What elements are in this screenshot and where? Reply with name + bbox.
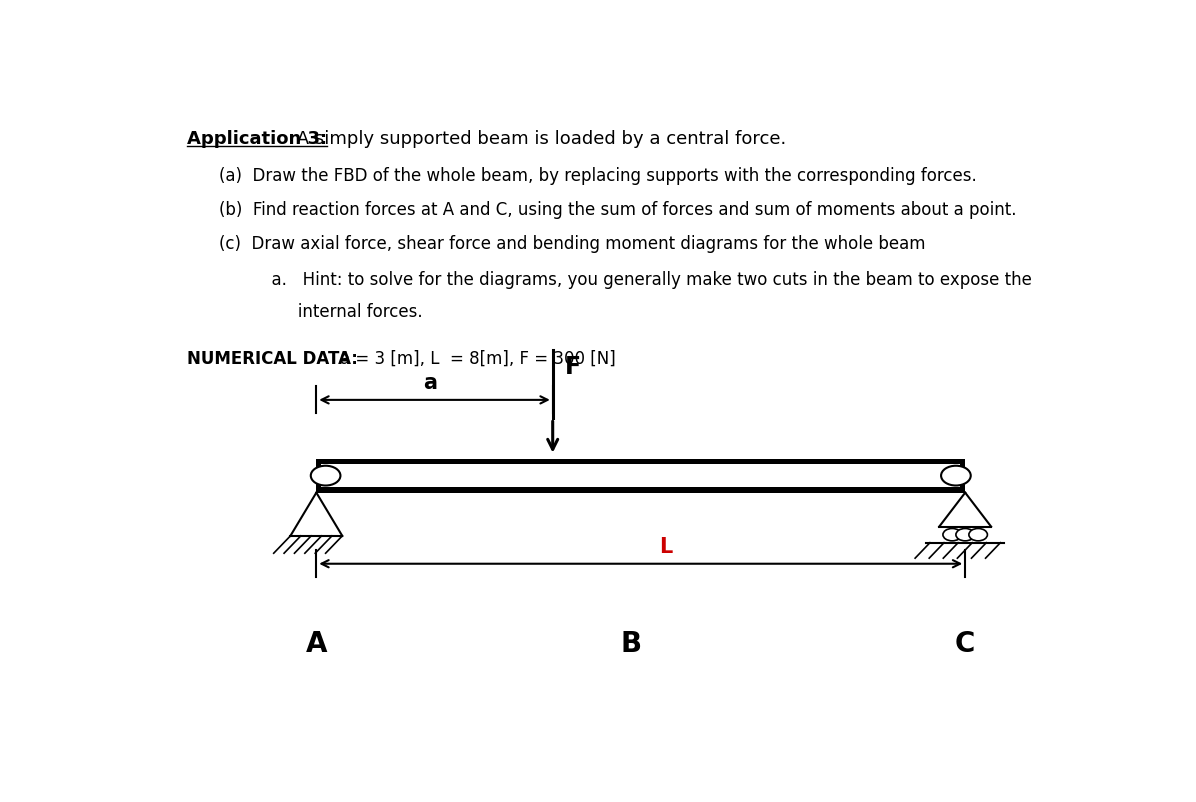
Text: F: F: [565, 354, 581, 378]
Text: A simply supported beam is loaded by a central force.: A simply supported beam is loaded by a c…: [292, 130, 787, 148]
Text: L: L: [659, 537, 672, 557]
Text: a = 3 [m], L  = 8[m], F = 300 [N]: a = 3 [m], L = 8[m], F = 300 [N]: [340, 350, 615, 367]
Text: A: A: [306, 629, 327, 657]
Text: B: B: [621, 629, 642, 657]
Circle shape: [311, 466, 341, 486]
Circle shape: [969, 529, 988, 541]
Circle shape: [956, 529, 975, 541]
Circle shape: [941, 466, 971, 486]
Text: a.   Hint: to solve for the diagrams, you generally make two cuts in the beam to: a. Hint: to solve for the diagrams, you …: [219, 270, 1032, 289]
Text: internal forces.: internal forces.: [219, 303, 422, 321]
Bar: [316, 459, 965, 493]
Text: NUMERICAL DATA:: NUMERICAL DATA:: [187, 350, 358, 367]
Text: (c)  Draw axial force, shear force and bending moment diagrams for the whole bea: (c) Draw axial force, shear force and be…: [219, 235, 926, 253]
Circle shape: [942, 529, 962, 541]
Text: C: C: [954, 629, 976, 657]
Text: (b)  Find reaction forces at A and C, using the sum of forces and sum of moments: (b) Find reaction forces at A and C, usi…: [219, 201, 1017, 219]
Text: (a)  Draw the FBD of the whole beam, by replacing supports with the correspondin: (a) Draw the FBD of the whole beam, by r…: [219, 168, 977, 185]
Bar: [322, 464, 960, 488]
Text: Application 3:: Application 3:: [187, 130, 327, 148]
Text: a: a: [423, 373, 438, 393]
